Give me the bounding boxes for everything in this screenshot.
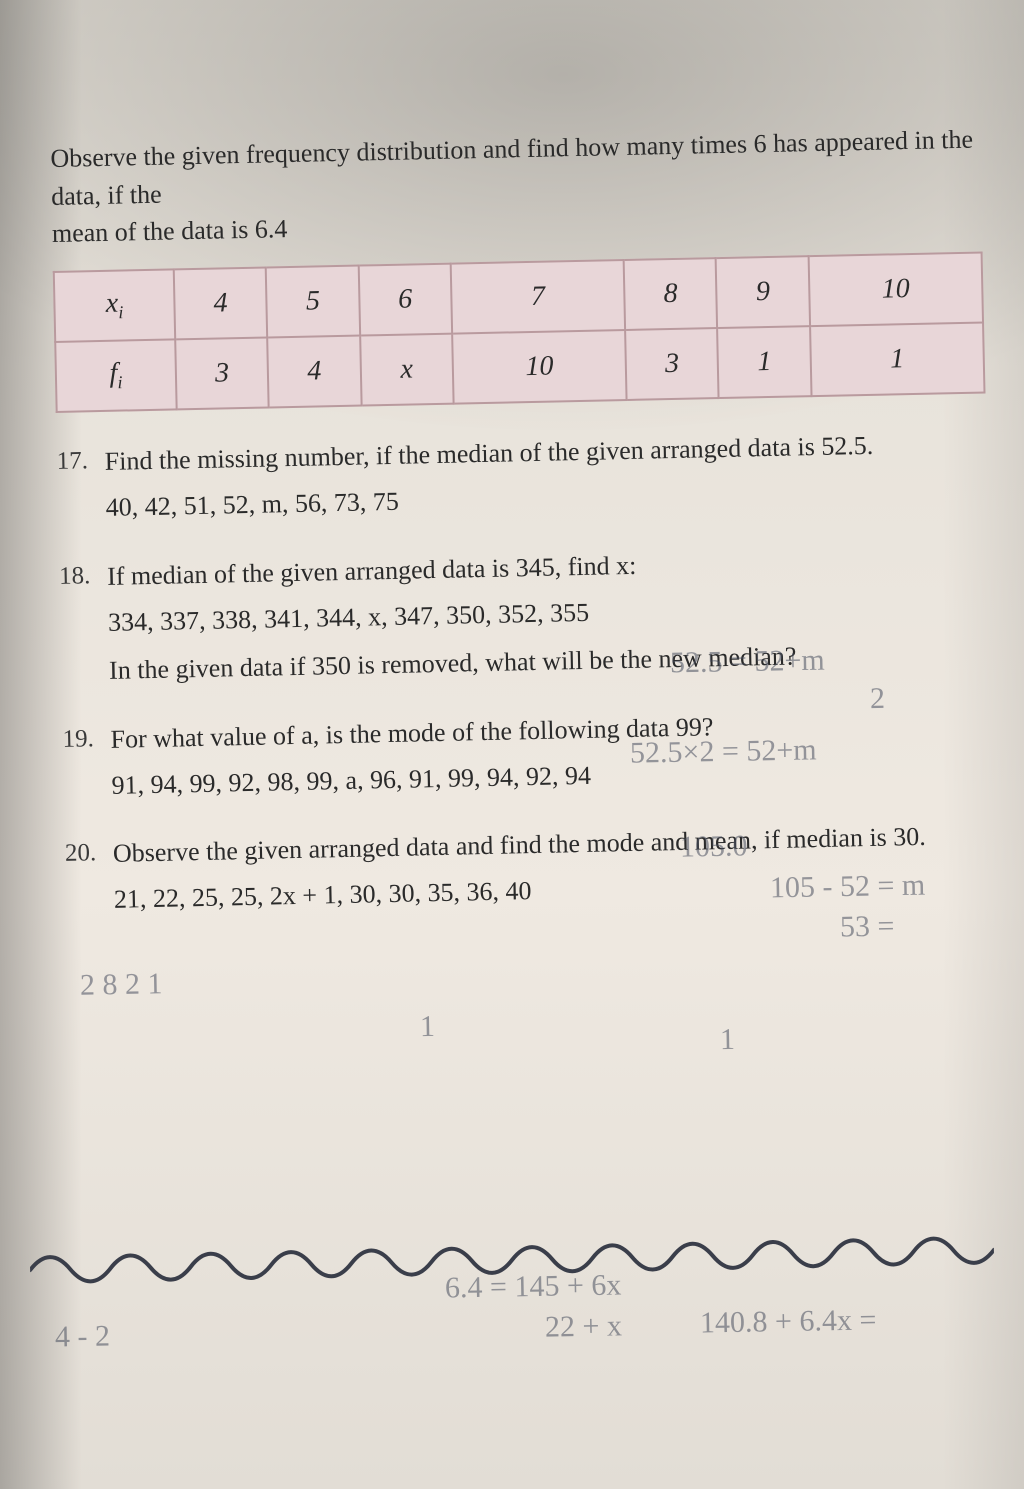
row-label-x: xi (54, 269, 175, 341)
question-17: 17. Find the missing number, if the medi… (56, 423, 1002, 529)
cell: 7 (451, 260, 626, 334)
cell: 1 (718, 326, 812, 398)
question-subtext: In the given data if 350 is removed, wha… (109, 632, 1006, 691)
cell: 4 (268, 336, 362, 408)
cell: 3 (175, 338, 269, 410)
cell: 4 (174, 268, 268, 340)
cell: 10 (808, 253, 983, 327)
question-number: 19. (62, 720, 94, 759)
handwritten-note: 140.8 + 6.4x = (700, 1303, 877, 1340)
question-number: 18. (59, 557, 91, 596)
intro-line-1: Observe the given frequency distribution… (50, 125, 973, 211)
question-number: 17. (56, 442, 88, 481)
cell: 6 (358, 264, 452, 336)
question-18: 18. If median of the given arranged data… (59, 538, 1006, 693)
question-number: 20. (65, 834, 97, 873)
cell: x (360, 334, 454, 406)
handwritten-note: 2 8 2 1 (80, 967, 163, 1002)
frequency-table: xi 4 5 6 7 8 9 10 fi 3 4 x 10 3 1 1 (53, 252, 986, 413)
handwritten-note: 1 (420, 1010, 436, 1044)
intro-line-2: mean of the data is 6.4 (52, 196, 997, 253)
question-20: 20. Observe the given arranged data and … (65, 815, 1011, 921)
cell: 8 (624, 258, 718, 330)
cell: 1 (810, 323, 985, 397)
page-content: Observe the given frequency distribution… (50, 120, 1011, 949)
handwritten-note: 1 (720, 1023, 736, 1057)
question-19: 19. For what value of a, is the mode of … (62, 701, 1008, 807)
question-16-intro: Observe the given frequency distribution… (50, 120, 996, 253)
cell: 9 (716, 256, 810, 328)
cell: 3 (625, 328, 719, 400)
cell: 10 (452, 330, 627, 404)
question-list: 17. Find the missing number, if the medi… (56, 423, 1010, 921)
handwritten-note: 4 - 2 (55, 1320, 111, 1355)
row-label-f: fi (55, 339, 176, 411)
wavy-divider (29, 1220, 994, 1300)
handwritten-note: 6.4 = 145 + 6x (445, 1268, 622, 1305)
handwritten-note: 22 + x (545, 1309, 623, 1344)
cell: 5 (266, 266, 360, 338)
